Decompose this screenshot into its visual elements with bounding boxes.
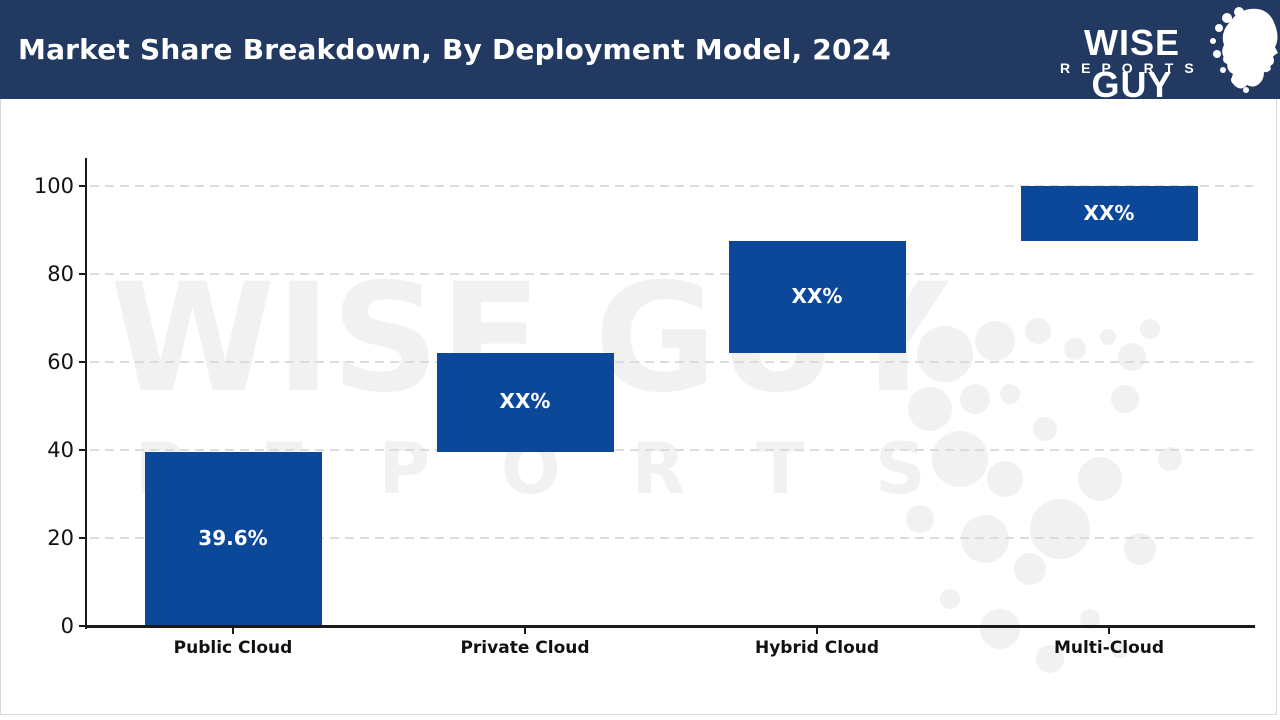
gridline <box>90 273 1253 275</box>
bar <box>1020 186 1198 241</box>
bar-value-label: XX% <box>791 284 843 309</box>
logo-face-icon <box>1210 7 1278 93</box>
category-label: Private Cloud <box>460 638 590 658</box>
plot: 0 20 40 60 80 100 39.6% Public Cloud XX% Private … <box>0 99 1280 720</box>
y-tick <box>79 537 87 539</box>
y-tick-label: 0 <box>60 614 74 638</box>
bar-value-label: XX% <box>1083 200 1135 225</box>
x-tick <box>524 627 526 634</box>
category-label: Public Cloud <box>173 638 293 658</box>
category-label: Hybrid Cloud <box>754 638 880 658</box>
header-band: Market Share Breakdown, By Deployment Mo… <box>0 0 1280 105</box>
x-tick <box>232 627 234 634</box>
bar-value-label: 39.6% <box>198 525 268 550</box>
bar <box>144 451 322 626</box>
watermark-face-dots <box>906 318 1182 673</box>
bar <box>436 353 614 452</box>
gridline <box>90 361 1253 363</box>
y-tick-label: 100 <box>33 174 74 198</box>
gridline <box>90 185 1253 187</box>
y-tick <box>79 273 87 275</box>
x-tick <box>816 627 818 634</box>
x-axis-line <box>85 625 1255 628</box>
gridline <box>90 449 1253 451</box>
bar <box>728 241 906 354</box>
frame-border <box>0 99 1277 715</box>
y-tick <box>79 185 87 187</box>
y-tick <box>79 449 87 451</box>
bar-value-label: XX% <box>499 389 551 414</box>
page-title: Market Share Breakdown, By Deployment Mo… <box>18 33 892 66</box>
logo-reports-text: REPORTS <box>1060 60 1205 76</box>
y-axis-line <box>85 158 87 629</box>
category-label: Multi-Cloud <box>1053 638 1165 658</box>
y-tick <box>79 361 87 363</box>
y-tick <box>79 625 87 627</box>
y-tick-label: 80 <box>47 262 74 286</box>
y-tick-label: 20 <box>47 526 74 550</box>
y-tick-label: 60 <box>47 350 74 374</box>
logo-wordmark: WISE GUY <box>1083 22 1180 105</box>
brand-logo: WISE GUY REPORTS <box>1038 0 1280 105</box>
x-tick <box>1108 627 1110 634</box>
chart-area: WISE GUY R E P O R T S 0 20 40 60 80 100 39.6%… <box>0 99 1280 720</box>
gridline <box>90 537 1253 539</box>
y-tick-label: 40 <box>47 438 74 462</box>
